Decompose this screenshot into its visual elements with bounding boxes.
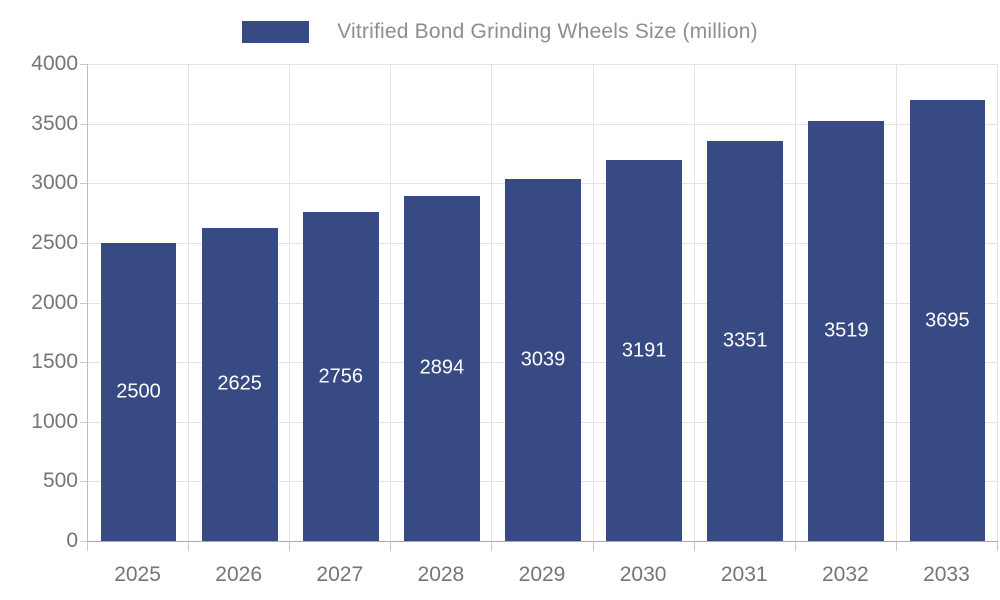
bar: 2894 bbox=[403, 195, 480, 541]
y-tick-label: 500 bbox=[42, 469, 78, 493]
x-axis-tick bbox=[390, 542, 392, 551]
bar: 3519 bbox=[808, 121, 885, 541]
y-tick-label: 1000 bbox=[31, 409, 78, 433]
grid-line-v bbox=[390, 64, 392, 541]
grid-line-v bbox=[997, 64, 998, 541]
y-axis-tick bbox=[80, 123, 87, 125]
y-tick-label: 2500 bbox=[31, 230, 78, 254]
bar: 2625 bbox=[201, 227, 278, 541]
y-axis-tick bbox=[80, 362, 87, 364]
bar-value-label: 2756 bbox=[318, 365, 364, 388]
grid-line-v bbox=[188, 64, 190, 541]
x-axis-tick bbox=[491, 542, 493, 551]
y-axis-tick bbox=[80, 183, 87, 185]
y-tick-label: 0 bbox=[66, 529, 78, 552]
bar-value-label: 3191 bbox=[621, 339, 667, 362]
bar-value-label: 2894 bbox=[419, 356, 465, 379]
x-tick-label: 2025 bbox=[114, 563, 161, 586]
bar-value-label: 3695 bbox=[925, 309, 970, 332]
bar: 3351 bbox=[707, 141, 784, 541]
x-tick-label: 2026 bbox=[215, 563, 263, 586]
y-tick-label: 3000 bbox=[31, 171, 78, 195]
bar: 3191 bbox=[606, 160, 683, 541]
grid-line-v bbox=[592, 64, 594, 541]
x-axis-tick bbox=[895, 542, 897, 551]
x-tick-label: 2028 bbox=[417, 563, 465, 586]
x-tick-label: 2027 bbox=[316, 563, 364, 586]
legend-label: Vitrified Bond Grinding Wheels Size (mil… bbox=[337, 20, 758, 43]
grid-line-h bbox=[88, 123, 998, 125]
y-tick-label: 1500 bbox=[31, 350, 78, 374]
chart-legend: Vitrified Bond Grinding Wheels Size (mil… bbox=[0, 20, 1000, 44]
y-axis-tick bbox=[80, 242, 87, 244]
grid-line-v bbox=[491, 64, 493, 541]
grid-line-v bbox=[693, 64, 695, 541]
x-axis-tick bbox=[997, 542, 998, 551]
plot-area: 2500 2625 2756 2894 3039 3191 3351 3519 3695 bbox=[87, 64, 998, 542]
grid-line-v bbox=[289, 64, 291, 541]
bar: 3039 bbox=[505, 178, 581, 541]
bar-value-label: 3039 bbox=[520, 348, 566, 371]
y-tick-label: 2000 bbox=[31, 290, 78, 314]
y-tick-label: 4000 bbox=[31, 52, 78, 75]
y-tick-label: 3500 bbox=[31, 111, 78, 135]
grid-line-v bbox=[794, 64, 796, 541]
x-axis-tick bbox=[289, 542, 291, 551]
legend-swatch bbox=[242, 21, 310, 43]
y-axis-tick bbox=[80, 64, 87, 65]
bar-value-label: 3351 bbox=[722, 329, 768, 352]
grid-line-v bbox=[895, 64, 897, 541]
bar-value-label: 3519 bbox=[824, 319, 869, 342]
x-axis-tick bbox=[87, 542, 88, 551]
bar-value-label: 2625 bbox=[217, 372, 262, 395]
y-axis-tick bbox=[80, 421, 87, 423]
x-axis-tick bbox=[693, 542, 695, 551]
bar: 2500 bbox=[100, 242, 177, 541]
grid-line-h bbox=[88, 64, 998, 65]
x-tick-label: 2030 bbox=[619, 563, 667, 586]
x-axis-tick bbox=[592, 542, 594, 551]
x-axis-tick bbox=[794, 542, 796, 551]
x-tick-label: 2032 bbox=[821, 563, 869, 586]
y-axis-tick bbox=[80, 302, 87, 304]
y-axis-tick bbox=[80, 541, 87, 542]
bar: 2756 bbox=[302, 212, 379, 541]
y-axis-tick bbox=[80, 481, 87, 483]
x-tick-label: 2029 bbox=[518, 563, 566, 586]
x-tick-label: 2031 bbox=[720, 563, 768, 586]
x-tick-label: 2033 bbox=[923, 563, 970, 586]
bar: 3695 bbox=[909, 100, 986, 541]
x-axis-tick bbox=[188, 542, 190, 551]
bar-value-label: 2500 bbox=[116, 380, 161, 403]
